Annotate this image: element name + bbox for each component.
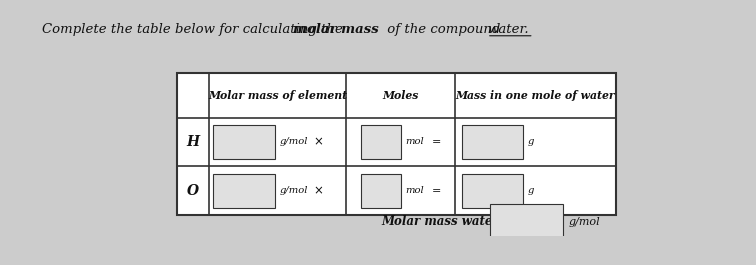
Text: Moles: Moles — [383, 90, 419, 100]
Text: ×: × — [313, 184, 323, 197]
Text: molar mass: molar mass — [293, 23, 378, 36]
Text: Complete the table below for calculating the: Complete the table below for calculating… — [42, 23, 347, 36]
Text: g/mol: g/mol — [280, 138, 308, 147]
Text: H: H — [186, 135, 199, 149]
Bar — [361, 125, 401, 159]
Bar — [361, 174, 401, 208]
Text: g/mol: g/mol — [280, 187, 308, 196]
Text: Molar mass water =: Molar mass water = — [382, 215, 513, 228]
Text: ×: × — [313, 135, 323, 148]
Text: Mass in one mole of water: Mass in one mole of water — [456, 90, 615, 100]
Text: =: = — [432, 186, 441, 196]
Bar — [462, 125, 523, 159]
Text: g: g — [528, 138, 534, 147]
Text: g: g — [528, 187, 534, 196]
Text: water.: water. — [487, 23, 528, 36]
Text: of the compound: of the compound — [383, 23, 504, 36]
Text: =: = — [432, 137, 441, 147]
Bar — [213, 174, 275, 208]
Text: Molar mass of element: Molar mass of element — [208, 90, 347, 100]
Bar — [213, 125, 275, 159]
Bar — [490, 204, 563, 239]
Text: O: O — [187, 184, 199, 198]
Text: mol: mol — [406, 187, 424, 196]
Bar — [462, 174, 523, 208]
Bar — [177, 73, 616, 215]
Text: mol: mol — [406, 138, 424, 147]
Text: g/mol: g/mol — [569, 217, 601, 227]
